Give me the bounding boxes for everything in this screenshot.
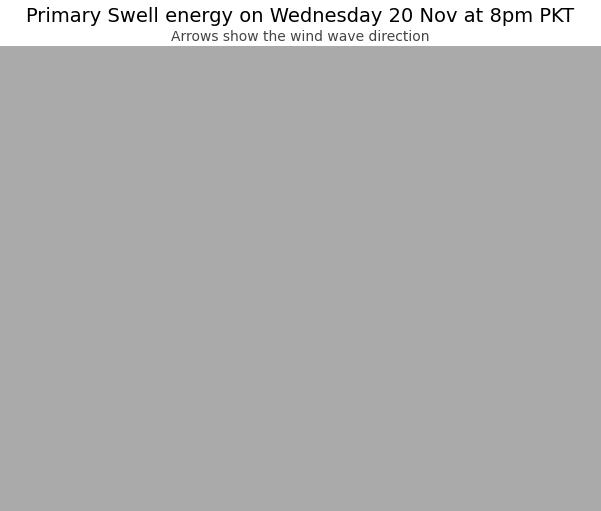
- Text: Arrows show the wind wave direction: Arrows show the wind wave direction: [171, 30, 430, 44]
- Text: Primary Swell energy on Wednesday 20 Nov at 8pm PKT: Primary Swell energy on Wednesday 20 Nov…: [26, 7, 575, 26]
